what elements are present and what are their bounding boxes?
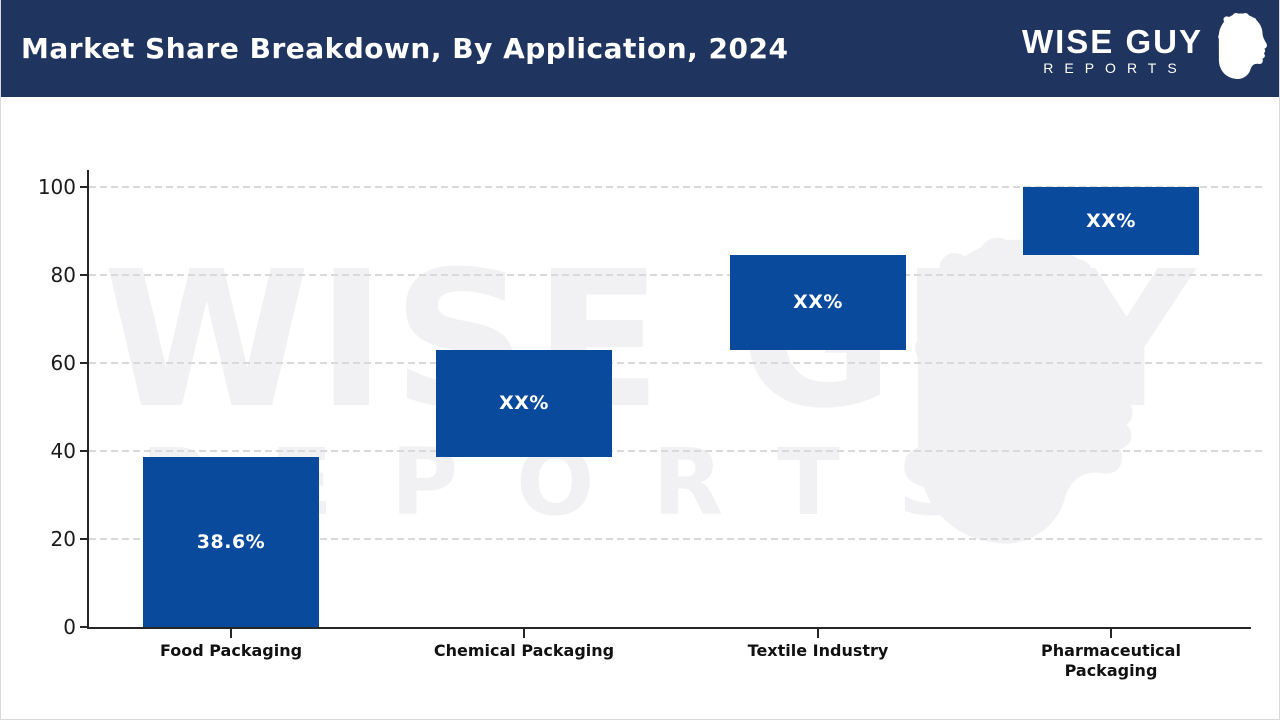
gridline-80: [89, 274, 1263, 276]
x-tick-mark-textile-industry: [817, 629, 819, 638]
plot-area: WISE GUY REPORTS 0 20 40 60 80 100 38.6% Food P…: [1, 97, 1279, 719]
y-axis-line: [87, 170, 89, 629]
gridline-40: [89, 450, 1263, 452]
brand-logo-text: WISE GUY REPORTS: [1021, 23, 1203, 77]
y-tick-label-80: 80: [50, 263, 76, 287]
y-tick-label-100: 100: [37, 175, 76, 199]
y-tick-mark-100: [80, 186, 89, 188]
brand-logo: WISE GUY REPORTS: [1022, 6, 1273, 94]
bar-food-packaging: 38.6%: [143, 457, 319, 627]
x-tick-mark-chemical-packaging: [523, 629, 525, 638]
gridline-60: [89, 362, 1263, 364]
y-tick-label-20: 20: [50, 527, 76, 551]
x-tick-label-textile-industry: Textile Industry: [747, 641, 889, 660]
page-title: Market Share Breakdown, By Application, …: [21, 32, 789, 65]
y-tick-label-0: 0: [63, 615, 76, 639]
bar-textile-industry: XX%: [730, 255, 906, 350]
bar-value-label-food-packaging: 38.6%: [196, 531, 266, 554]
bar-chemical-packaging: XX%: [436, 349, 612, 458]
y-tick-mark-80: [80, 274, 89, 276]
bar-pharmaceutical-packaging: XX%: [1023, 187, 1199, 256]
x-tick-label-food-packaging: Food Packaging: [159, 641, 303, 660]
bar-value-label-pharmaceutical-packaging: XX%: [1086, 210, 1136, 233]
brand-subname: REPORTS: [1043, 60, 1188, 76]
y-tick-label-60: 60: [50, 351, 76, 375]
y-tick-mark-20: [80, 538, 89, 540]
y-tick-label-40: 40: [50, 439, 76, 463]
y-tick-mark-60: [80, 362, 89, 364]
x-axis-line: [87, 627, 1251, 629]
gridline-20: [89, 538, 1263, 540]
x-tick-label-chemical-packaging: Chemical Packaging: [433, 641, 615, 660]
x-tick-label-pharmaceutical-packaging: Pharmaceutical Packaging: [1041, 641, 1181, 680]
y-tick-mark-0: [80, 626, 89, 628]
header-bar: Market Share Breakdown, By Application, …: [1, 0, 1279, 97]
bar-value-label-chemical-packaging: XX%: [499, 392, 549, 415]
bar-value-label-textile-industry: XX%: [793, 291, 843, 314]
x-tick-mark-food-packaging: [230, 629, 232, 638]
gridline-100: [89, 186, 1263, 188]
y-tick-mark-40: [80, 450, 89, 452]
x-tick-mark-pharmaceutical-packaging: [1110, 629, 1112, 638]
brand-name: WISE GUY: [1021, 23, 1203, 60]
wiseguy-head-icon: [1207, 9, 1273, 91]
